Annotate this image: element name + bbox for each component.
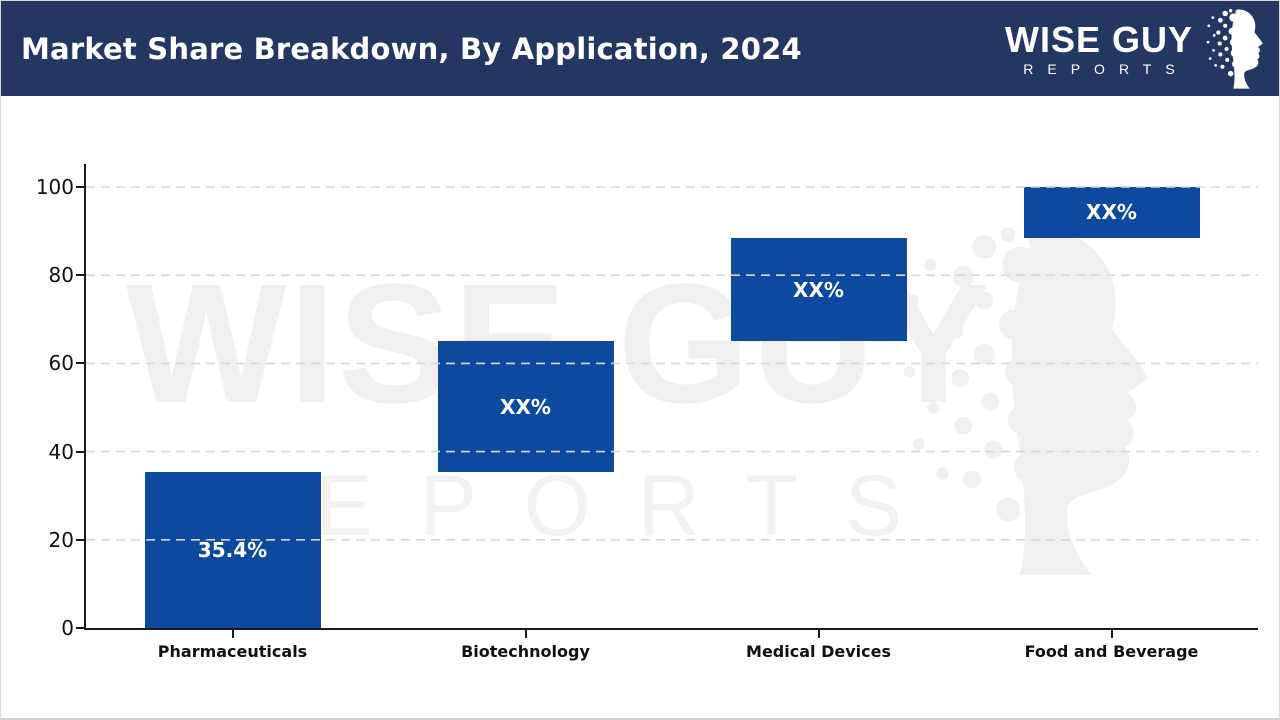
logo-text: WISE GUY REPORTS (1004, 18, 1193, 77)
bar-value-label: XX% (1086, 200, 1137, 225)
y-tick-label-0: 0 (61, 616, 74, 640)
y-tick-40 (76, 450, 84, 453)
y-tick-0 (76, 627, 84, 629)
x-tick-medical-devices (817, 630, 820, 638)
y-tick-20 (76, 538, 84, 541)
x-category-label-biotechnology: Biotechnology (461, 642, 590, 661)
x-category-label-food-and-beverage: Food and Beverage (1024, 642, 1199, 661)
y-tick-label-60: 60 (48, 351, 74, 376)
x-category-label-medical-devices: Medical Devices (746, 642, 891, 661)
x-tick-food-and-beverage (1110, 630, 1113, 638)
y-axis-spine (84, 164, 86, 630)
gridlines (86, 186, 1258, 541)
wise-guy-reports-logo: WISE GUY REPORTS (1005, 8, 1267, 90)
y-tick-label-20: 20 (48, 527, 74, 552)
y-tick-60 (76, 362, 84, 365)
bar-value-label: XX% (793, 277, 844, 302)
y-tick-label-80: 80 (48, 263, 74, 288)
x-category-label-pharmaceuticals: Pharmaceuticals (157, 642, 308, 661)
logo-subtitle: REPORTS (1023, 60, 1189, 77)
y-tick-label-100: 100 (35, 175, 74, 199)
bar-medical-devices: XX% (730, 237, 907, 342)
x-axis-spine (84, 628, 1258, 630)
chart-title: Market Share Breakdown, By Application, … (21, 31, 802, 66)
bar-value-label: XX% (500, 394, 551, 419)
y-tick-label-40: 40 (48, 439, 74, 464)
logo-wordmark: WISE GUY (1004, 18, 1193, 60)
x-tick-biotechnology (524, 630, 527, 638)
x-tick-pharmaceuticals (231, 630, 234, 638)
dotted-face-logo-icon (1197, 8, 1267, 90)
y-tick-100 (76, 186, 84, 188)
bar-pharmaceuticals: 35.4% (144, 471, 321, 628)
bar-value-label: 35.4% (197, 537, 268, 562)
y-tick-80 (76, 274, 84, 277)
waterfall-bar-chart: 35.4% XX% XX% XX% 0 20 40 60 80 100 Pharmaceutical… (1, 96, 1279, 718)
header-bar: Market Share Breakdown, By Application, … (1, 1, 1279, 96)
